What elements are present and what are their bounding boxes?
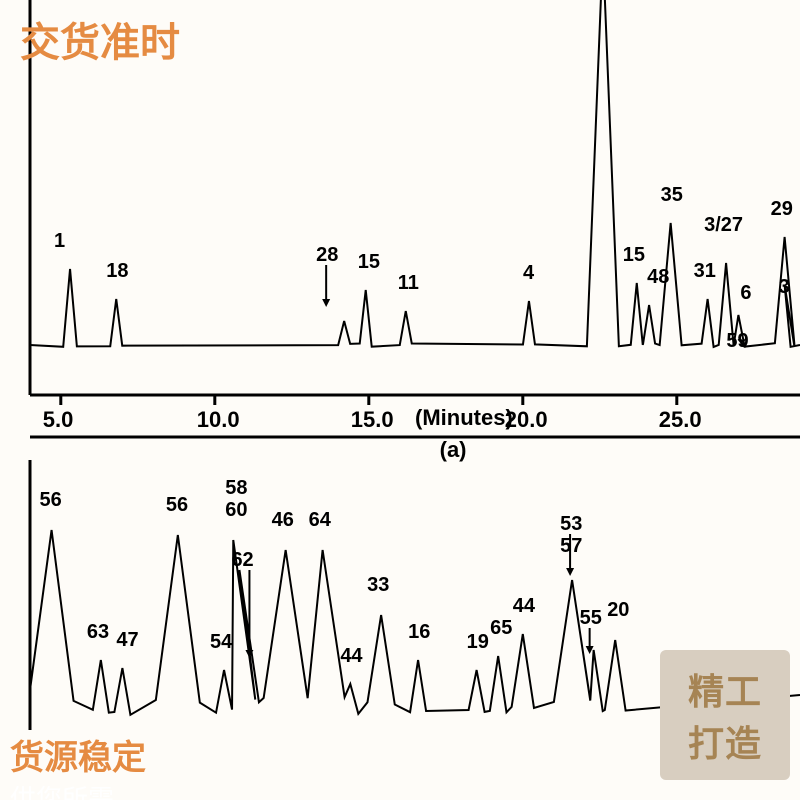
- svg-text:53: 53: [560, 513, 582, 535]
- banner-top-text: 交货准时: [20, 21, 180, 65]
- svg-text:46: 46: [272, 509, 294, 531]
- svg-text:5.0: 5.0: [43, 407, 74, 432]
- badge-line1: 精工: [688, 663, 762, 715]
- svg-text:19: 19: [467, 631, 489, 653]
- svg-text:58: 58: [225, 477, 247, 499]
- svg-text:48: 48: [647, 266, 669, 288]
- svg-text:18: 18: [106, 260, 128, 282]
- chromatogram-a: 5.010.015.020.025.0(Minutes)(a)118281511…: [30, 0, 800, 462]
- svg-text:56: 56: [166, 494, 188, 516]
- svg-text:44: 44: [340, 645, 363, 667]
- svg-text:56: 56: [40, 489, 62, 511]
- svg-text:47: 47: [116, 629, 138, 651]
- svg-text:10.0: 10.0: [197, 407, 240, 432]
- svg-text:16: 16: [408, 621, 430, 643]
- svg-text:33: 33: [367, 574, 389, 596]
- svg-text:54: 54: [210, 631, 233, 653]
- banner-bottom-line2: 供您所需: [10, 779, 146, 800]
- svg-text:20: 20: [607, 599, 629, 621]
- svg-text:6: 6: [740, 282, 751, 304]
- svg-text:28: 28: [316, 244, 338, 266]
- svg-text:(a): (a): [440, 437, 467, 462]
- svg-text:65: 65: [490, 617, 512, 639]
- svg-text:(Minutes): (Minutes): [415, 405, 513, 430]
- svg-text:60: 60: [225, 499, 247, 521]
- banner-bottom-line1: 货源稳定: [10, 730, 146, 779]
- svg-text:55: 55: [580, 607, 602, 629]
- svg-text:59: 59: [726, 330, 748, 352]
- badge-line2: 打造: [688, 715, 762, 767]
- svg-text:35: 35: [661, 184, 683, 206]
- badge-bottom-right: 精工 打造: [660, 650, 790, 780]
- svg-text:29: 29: [771, 198, 793, 220]
- svg-text:1: 1: [54, 230, 65, 252]
- svg-text:15.0: 15.0: [351, 407, 394, 432]
- svg-text:3: 3: [779, 276, 790, 298]
- svg-text:15: 15: [623, 244, 645, 266]
- svg-text:62: 62: [231, 549, 253, 571]
- banner-bottom: 货源稳定 供您所需: [10, 730, 146, 800]
- svg-text:25.0: 25.0: [659, 407, 702, 432]
- svg-text:64: 64: [309, 509, 332, 531]
- svg-text:3/27: 3/27: [704, 214, 743, 236]
- svg-text:15: 15: [358, 251, 380, 273]
- svg-text:44: 44: [513, 595, 536, 617]
- svg-text:11: 11: [398, 272, 419, 294]
- svg-text:57: 57: [560, 535, 582, 557]
- svg-text:4: 4: [523, 262, 535, 284]
- banner-top: 交货准时: [20, 10, 180, 68]
- svg-text:31: 31: [694, 260, 716, 282]
- svg-text:63: 63: [87, 621, 109, 643]
